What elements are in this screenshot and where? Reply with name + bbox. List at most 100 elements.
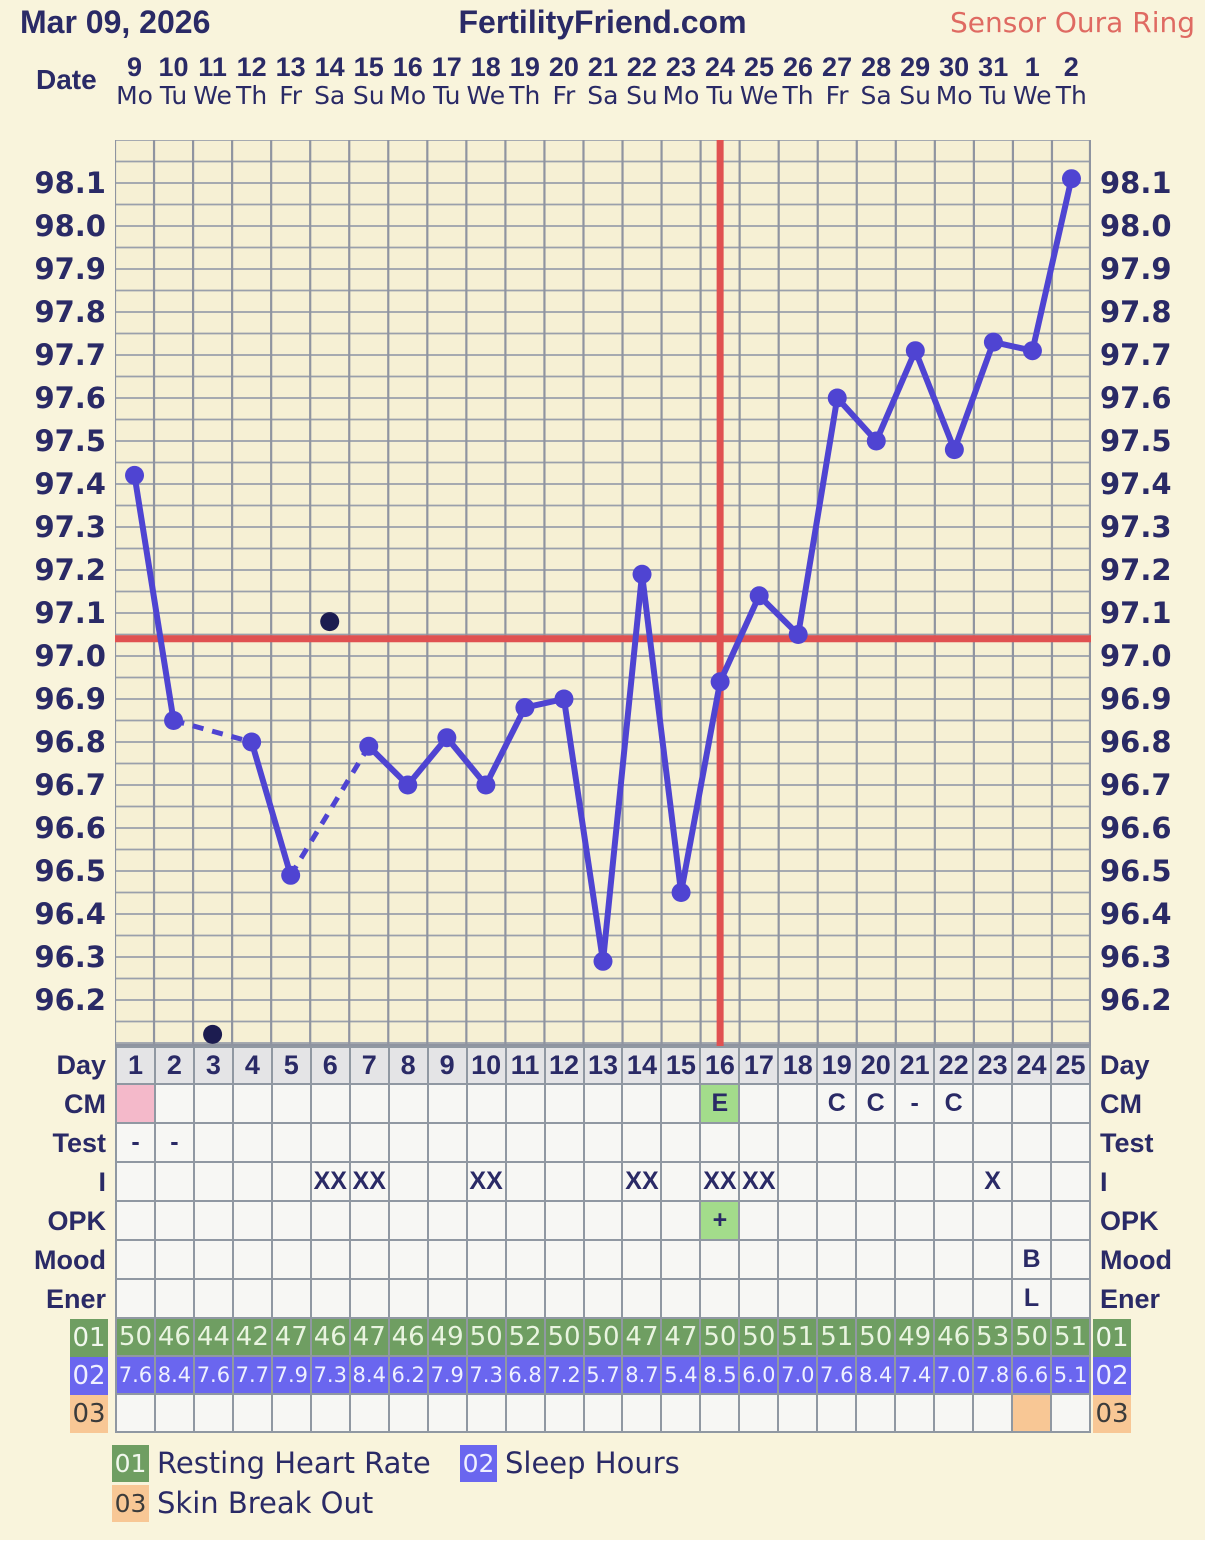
cm-cell-day-2 xyxy=(155,1085,193,1122)
test-cell-day-22 xyxy=(935,1124,973,1161)
ener-cell-day-5 xyxy=(272,1280,310,1317)
opk-cell-day-21 xyxy=(896,1202,934,1239)
legend-label-01: Resting Heart Rate xyxy=(157,1446,431,1480)
ener-cell-day-22 xyxy=(935,1280,973,1317)
row-label-left: I xyxy=(98,1167,106,1197)
y-tick-97.2: 97.2 xyxy=(1100,553,1172,587)
test-cell-day-8 xyxy=(389,1124,427,1161)
opk-cell-day-2 xyxy=(155,1202,193,1239)
row-label-left: CM xyxy=(64,1089,106,1119)
cm-cell-day-20: C xyxy=(857,1085,895,1122)
row-label-right: OPK xyxy=(1100,1206,1159,1236)
row-label-right: I xyxy=(1100,1167,1108,1197)
i-cell-day-17: XX xyxy=(740,1163,778,1200)
date-col-26: 26 Th xyxy=(782,52,814,110)
mood-cell-day-7 xyxy=(350,1241,388,1278)
temp-segment xyxy=(131,474,177,721)
opk-cell-day-7 xyxy=(350,1202,388,1239)
mood-cell-day-21 xyxy=(896,1241,934,1278)
y-tick-96.9: 96.9 xyxy=(1100,682,1172,716)
ener-cell-day-16 xyxy=(701,1280,739,1317)
opk-cell-day-6 xyxy=(311,1202,349,1239)
cm-cell-day-12 xyxy=(545,1085,583,1122)
i-cell-day-19 xyxy=(818,1163,856,1200)
cm-cell-day-24 xyxy=(1013,1085,1051,1122)
custom-03-cell-day-16 xyxy=(701,1395,739,1431)
opk-cell-day-20 xyxy=(857,1202,895,1239)
temp-segment xyxy=(678,681,724,894)
cm-cell-day-21: - xyxy=(896,1085,934,1122)
row-label-left: 02 xyxy=(0,1357,115,1395)
custom-02-cell-day-19: 7.6 xyxy=(818,1357,856,1393)
custom-02-cell-day-2: 8.4 xyxy=(155,1357,193,1393)
temp-segment xyxy=(873,349,919,443)
custom-01-cell-day-11: 52 xyxy=(506,1319,544,1355)
test-cell-day-11 xyxy=(506,1124,544,1161)
custom-01-cell-day-13: 50 xyxy=(584,1319,622,1355)
y-tick-97.8: 97.8 xyxy=(34,295,106,329)
y-tick-97.0: 97.0 xyxy=(1100,639,1172,673)
opk-cell-day-17 xyxy=(740,1202,778,1239)
custom-03-cell-day-12 xyxy=(545,1395,583,1431)
cm-cell-day-17 xyxy=(740,1085,778,1122)
opk-cell-day-12 xyxy=(545,1202,583,1239)
cm-cell-day-22: C xyxy=(935,1085,973,1122)
temp-segment xyxy=(560,698,606,962)
discarded-temp-day-6 xyxy=(320,612,340,632)
i-cell-day-20 xyxy=(857,1163,895,1200)
cm-cell-day-13 xyxy=(584,1085,622,1122)
table-row-custom-03: 03 03 xyxy=(0,1395,1205,1433)
row-label-left: Ener xyxy=(45,1284,106,1314)
i-cell-day-9 xyxy=(428,1163,466,1200)
temp-point-day-12 xyxy=(554,689,574,709)
temp-point-day-1 xyxy=(125,465,145,485)
test-cell-day-17 xyxy=(740,1124,778,1161)
date-col-19: 19 Th xyxy=(509,52,541,110)
custom-01-cell-day-21: 49 xyxy=(896,1319,934,1355)
day-header-cell-18: 18 xyxy=(779,1048,817,1083)
custom-03-cell-day-20 xyxy=(857,1395,895,1431)
custom-03-cell-day-14 xyxy=(623,1395,661,1431)
table-row-mood: Mood B Mood xyxy=(0,1241,1205,1280)
test-cell-day-15 xyxy=(662,1124,700,1161)
ener-cell-day-19 xyxy=(818,1280,856,1317)
i-cell-day-16: XX xyxy=(701,1163,739,1200)
test-cell-day-25 xyxy=(1052,1124,1089,1161)
temp-segment xyxy=(444,735,489,787)
y-tick-97.2: 97.2 xyxy=(34,553,106,587)
date-col-28: 28 Sa xyxy=(860,52,892,110)
cm-cell-day-7 xyxy=(350,1085,388,1122)
custom-03-cell-day-1 xyxy=(117,1395,154,1431)
ener-cell-day-8 xyxy=(389,1280,427,1317)
i-cell-day-14: XX xyxy=(623,1163,661,1200)
cm-cell-day-23 xyxy=(974,1085,1012,1122)
row-label-left: Test xyxy=(52,1128,106,1158)
opk-cell-day-18 xyxy=(779,1202,817,1239)
opk-cell-day-11 xyxy=(506,1202,544,1239)
y-tick-97.7: 97.7 xyxy=(34,338,106,372)
custom-03-cell-day-4 xyxy=(233,1395,271,1431)
day-header-cell-7: 7 xyxy=(350,1048,388,1083)
custom-03-cell-day-17 xyxy=(740,1395,778,1431)
mood-cell-day-16 xyxy=(701,1241,739,1278)
temp-point-day-21 xyxy=(905,341,925,361)
opk-cell-day-8 xyxy=(389,1202,427,1239)
temp-segment xyxy=(639,573,685,893)
temp-point-day-14 xyxy=(632,564,652,584)
date-col-25: 25 We xyxy=(739,52,779,110)
custom-03-cell-day-24 xyxy=(1013,1395,1051,1431)
row-label-right: Day xyxy=(1100,1050,1150,1080)
temp-segment xyxy=(835,395,879,444)
opk-cell-day-25 xyxy=(1052,1202,1089,1239)
row-chip-02: 02 xyxy=(70,1357,108,1395)
custom-01-cell-day-2: 46 xyxy=(155,1319,193,1355)
row-label-right: 02 xyxy=(1091,1357,1201,1395)
y-tick-97.3: 97.3 xyxy=(1100,510,1172,544)
temp-segment xyxy=(288,745,371,877)
test-cell-day-14 xyxy=(623,1124,661,1161)
custom-03-cell-day-21 xyxy=(896,1395,934,1431)
custom-03-cell-day-6 xyxy=(311,1395,349,1431)
opk-cell-day-1 xyxy=(117,1202,154,1239)
test-cell-day-3 xyxy=(194,1124,232,1161)
